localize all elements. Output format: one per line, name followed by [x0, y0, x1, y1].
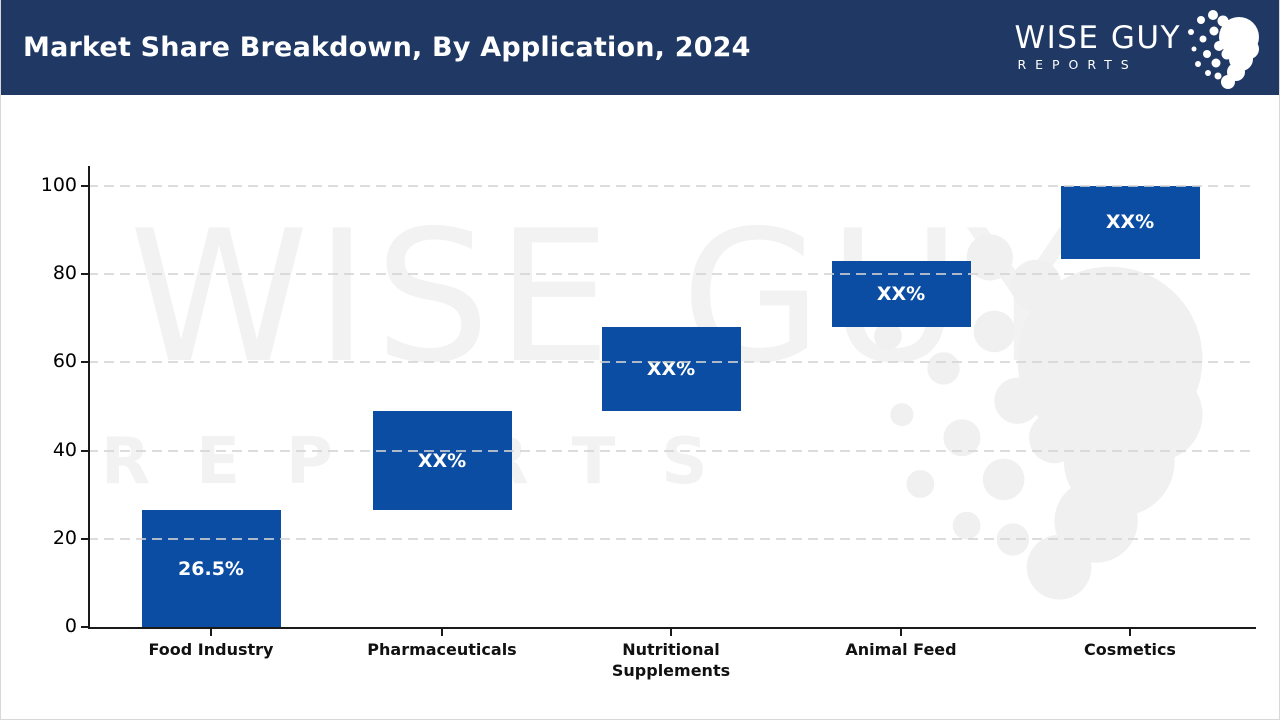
y-tick-label: 0 — [64, 615, 77, 637]
brand-logo: WISE GUY REPORTS — [1014, 5, 1263, 91]
y-tick-label: 40 — [52, 438, 77, 461]
logo-subtext: REPORTS — [1017, 57, 1138, 73]
bar-food-industry: 26.5% — [141, 510, 281, 627]
y-tick-label: 100 — [40, 174, 77, 196]
bar-nutritional-supplements: XX% — [601, 327, 741, 411]
x-category-label-cosmetics: Cosmetics — [1084, 640, 1176, 659]
header: Market Share Breakdown, By Application, … — [1, 0, 1279, 95]
x-category-label-pharmaceuticals: Pharmaceuticals — [367, 640, 517, 659]
x-category-label-animal-feed: Animal Feed — [845, 640, 957, 659]
y-tick-label: 20 — [52, 526, 77, 549]
x-axis-line — [88, 627, 1256, 629]
x-axis-tick — [210, 629, 212, 636]
logo-wordmark: WISE GUY — [1014, 20, 1181, 57]
bar-value-label: XX% — [1105, 211, 1155, 234]
bar-value-label: XX% — [876, 283, 926, 306]
x-axis-tick — [441, 629, 443, 636]
x-axis-tick — [1129, 629, 1131, 636]
gridline — [88, 185, 1254, 187]
y-tick-label: 80 — [52, 262, 77, 285]
bar-pharmaceuticals: XX% — [372, 410, 512, 511]
bar-cosmetics: XX% — [1060, 186, 1200, 259]
watermark-dot-face-icon — [874, 234, 1203, 600]
y-tick-label: 60 — [52, 350, 77, 373]
bar-value-label: XX% — [417, 449, 467, 472]
bar-value-label: XX% — [646, 358, 696, 380]
gridline — [88, 273, 1254, 276]
y-axis-tick — [81, 537, 88, 540]
x-axis-tick — [900, 629, 902, 636]
y-axis-tick — [81, 361, 88, 364]
x-category-label-nutritional-supplements: Nutritional Supplements — [611, 640, 731, 680]
y-axis-tick — [81, 626, 88, 628]
y-axis-tick — [81, 185, 88, 187]
y-axis-line — [88, 166, 90, 629]
x-category-label-food-industry: Food Industry — [148, 640, 274, 659]
bar-animal-feed: XX% — [831, 260, 971, 328]
gridline — [88, 361, 1254, 364]
chart-title: Market Share Breakdown, By Application, … — [23, 32, 751, 63]
gridline — [88, 537, 1254, 540]
dot-face-logo-icon — [1188, 9, 1259, 89]
x-axis-tick — [670, 629, 672, 636]
bar-value-label: 26.5% — [178, 557, 244, 580]
y-axis-tick — [81, 273, 88, 276]
y-axis-tick — [81, 449, 88, 452]
gridline — [88, 449, 1254, 452]
